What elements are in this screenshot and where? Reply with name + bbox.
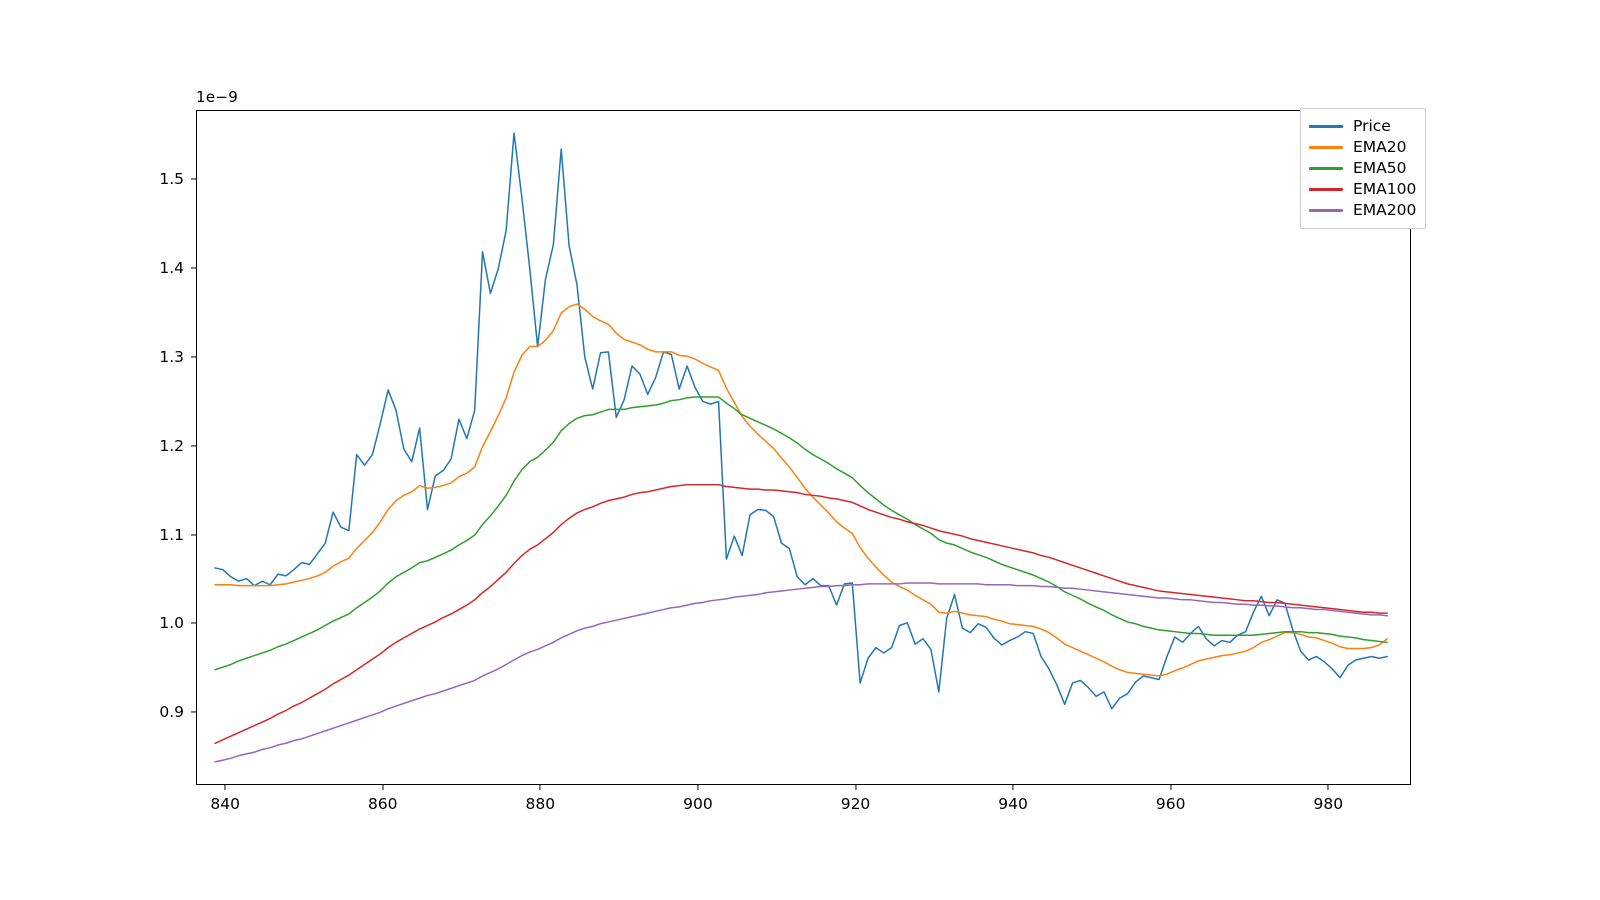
y-tick-mark xyxy=(191,711,196,713)
y-tick-mark xyxy=(191,267,196,269)
x-tick-label: 960 xyxy=(1155,795,1186,813)
x-tick-mark xyxy=(697,785,699,790)
y-tick-label: 1.1 xyxy=(159,525,184,544)
x-tick-label: 920 xyxy=(840,795,871,813)
legend-label: EMA200 xyxy=(1353,201,1417,219)
legend-color-swatch xyxy=(1309,125,1343,128)
series-line-price xyxy=(214,132,1388,710)
x-tick-label: 840 xyxy=(210,795,240,813)
legend-item-price[interactable]: Price xyxy=(1309,116,1416,137)
x-tick-mark xyxy=(1170,785,1172,790)
x-tick-mark xyxy=(854,785,857,790)
legend-color-swatch xyxy=(1309,188,1343,191)
y-tick-label: 0.9 xyxy=(159,703,184,722)
x-tick-mark xyxy=(539,785,541,790)
x-tick-mark xyxy=(1012,785,1014,790)
y-tick-label: 1.4 xyxy=(159,259,184,278)
y-tick-label: 1.0 xyxy=(159,614,184,633)
series-line-ema20 xyxy=(214,303,1388,677)
chart-legend: Price EMA20 EMA50 EMA100 EMA200 xyxy=(1300,108,1427,229)
x-tick-label: 980 xyxy=(1313,795,1344,813)
series-line-ema50 xyxy=(214,396,1388,671)
plot-axes xyxy=(196,110,1411,785)
legend-label: Price xyxy=(1353,117,1391,135)
legend-item-ema20[interactable]: EMA20 xyxy=(1309,137,1416,158)
x-tick-mark xyxy=(382,785,384,790)
y-tick-label: 1.2 xyxy=(159,436,184,455)
y-tick-mark xyxy=(191,533,196,536)
legend-label: EMA100 xyxy=(1353,180,1417,198)
series-canvas xyxy=(214,132,1388,763)
y-tick-mark xyxy=(191,356,196,358)
x-tick-label: 900 xyxy=(683,795,713,813)
y-tick-mark xyxy=(191,178,196,180)
legend-color-swatch xyxy=(1309,167,1343,170)
legend-label: EMA50 xyxy=(1353,159,1407,177)
x-tick-mark xyxy=(1327,785,1329,790)
legend-item-ema200[interactable]: EMA200 xyxy=(1309,200,1416,221)
legend-item-ema50[interactable]: EMA50 xyxy=(1309,158,1416,179)
legend-color-swatch xyxy=(1309,146,1343,149)
x-tick-label: 880 xyxy=(525,795,556,813)
y-tick-mark xyxy=(191,622,196,624)
y-axis-offset-text: 1e−9 xyxy=(196,88,239,106)
y-tick-mark xyxy=(191,445,196,447)
x-tick-label: 940 xyxy=(998,795,1028,813)
series-line-ema200 xyxy=(214,582,1388,763)
x-tick-label: 860 xyxy=(367,795,398,813)
x-tick-mark xyxy=(224,785,226,790)
legend-item-ema100[interactable]: EMA100 xyxy=(1309,179,1416,200)
series-line-ema100 xyxy=(214,483,1388,745)
legend-label: EMA20 xyxy=(1353,138,1407,156)
legend-color-swatch xyxy=(1309,209,1343,212)
y-tick-label: 1.5 xyxy=(159,170,184,189)
y-tick-label: 1.3 xyxy=(159,347,184,366)
